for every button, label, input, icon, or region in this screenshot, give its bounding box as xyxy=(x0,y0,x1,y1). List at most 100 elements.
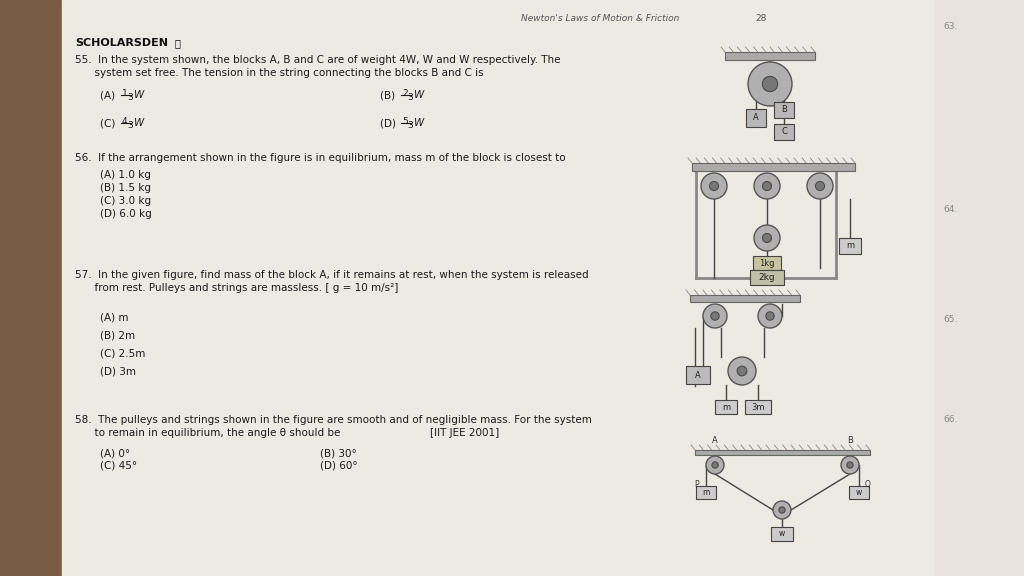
Text: w: w xyxy=(779,529,785,539)
Text: (D) 60°: (D) 60° xyxy=(319,461,357,471)
Circle shape xyxy=(773,501,791,519)
Text: 3m: 3m xyxy=(752,403,765,411)
Text: 2kg: 2kg xyxy=(759,273,775,282)
Text: 2: 2 xyxy=(402,89,408,98)
Text: B: B xyxy=(847,436,853,445)
Text: [IIT JEE 2001]: [IIT JEE 2001] xyxy=(430,428,500,438)
Text: (B): (B) xyxy=(380,90,398,100)
Circle shape xyxy=(737,366,746,376)
Text: (C) 2.5m: (C) 2.5m xyxy=(100,348,145,358)
Circle shape xyxy=(748,62,792,106)
Text: (A) m: (A) m xyxy=(100,312,128,322)
Text: (B) 1.5 kg: (B) 1.5 kg xyxy=(100,183,151,193)
Bar xyxy=(686,366,710,384)
Text: 56.  If the arrangement shown in the figure is in equilibrium, mass m of the blo: 56. If the arrangement shown in the figu… xyxy=(75,153,565,163)
Bar xyxy=(839,238,861,254)
Text: W: W xyxy=(134,118,144,128)
Text: 65.: 65. xyxy=(943,315,957,324)
Text: (C) 3.0 kg: (C) 3.0 kg xyxy=(100,196,152,206)
Text: 55.  In the system shown, the blocks A, B and C are of weight 4W, W and W respec: 55. In the system shown, the blocks A, B… xyxy=(75,55,560,65)
Text: 3: 3 xyxy=(407,121,413,130)
Text: SCHOLARSDEN: SCHOLARSDEN xyxy=(75,38,168,48)
Text: 4: 4 xyxy=(122,117,128,126)
Text: W: W xyxy=(134,90,144,100)
Text: (A): (A) xyxy=(100,90,119,100)
Bar xyxy=(696,486,716,499)
Text: m: m xyxy=(722,403,730,411)
Bar xyxy=(774,124,794,140)
Bar xyxy=(774,102,794,118)
Text: 🎓: 🎓 xyxy=(175,38,181,48)
Text: system set free. The tension in the string connecting the blocks B and C is: system set free. The tension in the stri… xyxy=(75,68,483,78)
Circle shape xyxy=(762,76,777,92)
Text: from rest. Pulleys and strings are massless. [ g = 10 m/s²]: from rest. Pulleys and strings are massl… xyxy=(75,283,398,293)
Bar xyxy=(935,0,1024,576)
Text: 63.: 63. xyxy=(943,22,957,31)
Circle shape xyxy=(766,312,774,320)
Bar xyxy=(690,295,800,302)
Circle shape xyxy=(706,456,724,474)
Text: to remain in equilibrium, the angle θ should be: to remain in equilibrium, the angle θ sh… xyxy=(75,428,340,438)
Circle shape xyxy=(758,304,782,328)
Bar xyxy=(746,109,766,127)
Text: C: C xyxy=(781,127,786,137)
Text: 28: 28 xyxy=(755,14,766,23)
Text: Newton's Laws of Motion & Friction: Newton's Laws of Motion & Friction xyxy=(521,14,679,23)
Circle shape xyxy=(754,225,780,251)
Bar xyxy=(745,400,771,414)
Circle shape xyxy=(815,181,824,191)
Bar xyxy=(771,527,793,541)
Bar xyxy=(753,256,781,270)
Text: (D) 6.0 kg: (D) 6.0 kg xyxy=(100,209,152,219)
Circle shape xyxy=(763,233,771,242)
Text: (C) 45°: (C) 45° xyxy=(100,461,137,471)
Text: A: A xyxy=(695,370,700,380)
Text: 66.: 66. xyxy=(943,415,957,424)
Text: w: w xyxy=(856,488,862,497)
Bar xyxy=(750,270,784,285)
Text: A: A xyxy=(712,436,718,445)
Text: 1kg: 1kg xyxy=(759,259,775,267)
Bar xyxy=(692,163,855,171)
Circle shape xyxy=(711,312,719,320)
Circle shape xyxy=(807,173,833,199)
Text: 1: 1 xyxy=(122,89,128,98)
Text: (B) 2m: (B) 2m xyxy=(100,330,135,340)
Text: 3: 3 xyxy=(127,93,133,102)
Circle shape xyxy=(703,304,727,328)
Text: (D) 3m: (D) 3m xyxy=(100,366,136,376)
Text: W: W xyxy=(414,118,424,128)
Circle shape xyxy=(728,357,756,385)
Text: 58.  The pulleys and strings shown in the figure are smooth and of negligible ma: 58. The pulleys and strings shown in the… xyxy=(75,415,592,425)
Circle shape xyxy=(763,181,771,191)
Text: (A) 1.0 kg: (A) 1.0 kg xyxy=(100,170,151,180)
Bar xyxy=(849,486,869,499)
Text: A: A xyxy=(753,113,759,123)
Circle shape xyxy=(754,173,780,199)
Text: 3: 3 xyxy=(407,93,413,102)
Circle shape xyxy=(841,456,859,474)
Text: W: W xyxy=(414,90,424,100)
Text: (C): (C) xyxy=(100,118,119,128)
Circle shape xyxy=(712,462,718,468)
Text: (B) 30°: (B) 30° xyxy=(319,448,356,458)
Circle shape xyxy=(847,462,853,468)
Text: B: B xyxy=(781,105,786,115)
Bar xyxy=(725,52,815,60)
Text: (A) 0°: (A) 0° xyxy=(100,448,130,458)
Circle shape xyxy=(701,173,727,199)
Text: m: m xyxy=(702,488,710,497)
Text: (D): (D) xyxy=(380,118,399,128)
Bar xyxy=(62,0,940,576)
Text: 5: 5 xyxy=(402,117,408,126)
Text: Q: Q xyxy=(865,480,871,489)
Bar xyxy=(715,400,737,414)
Text: m: m xyxy=(846,241,854,251)
Bar xyxy=(695,450,870,455)
Text: P: P xyxy=(694,480,699,489)
Text: 3: 3 xyxy=(127,121,133,130)
Circle shape xyxy=(710,181,719,191)
Text: 64.: 64. xyxy=(943,205,957,214)
Circle shape xyxy=(779,507,785,513)
Text: 57.  In the given figure, find mass of the block A, if it remains at rest, when : 57. In the given figure, find mass of th… xyxy=(75,270,589,280)
